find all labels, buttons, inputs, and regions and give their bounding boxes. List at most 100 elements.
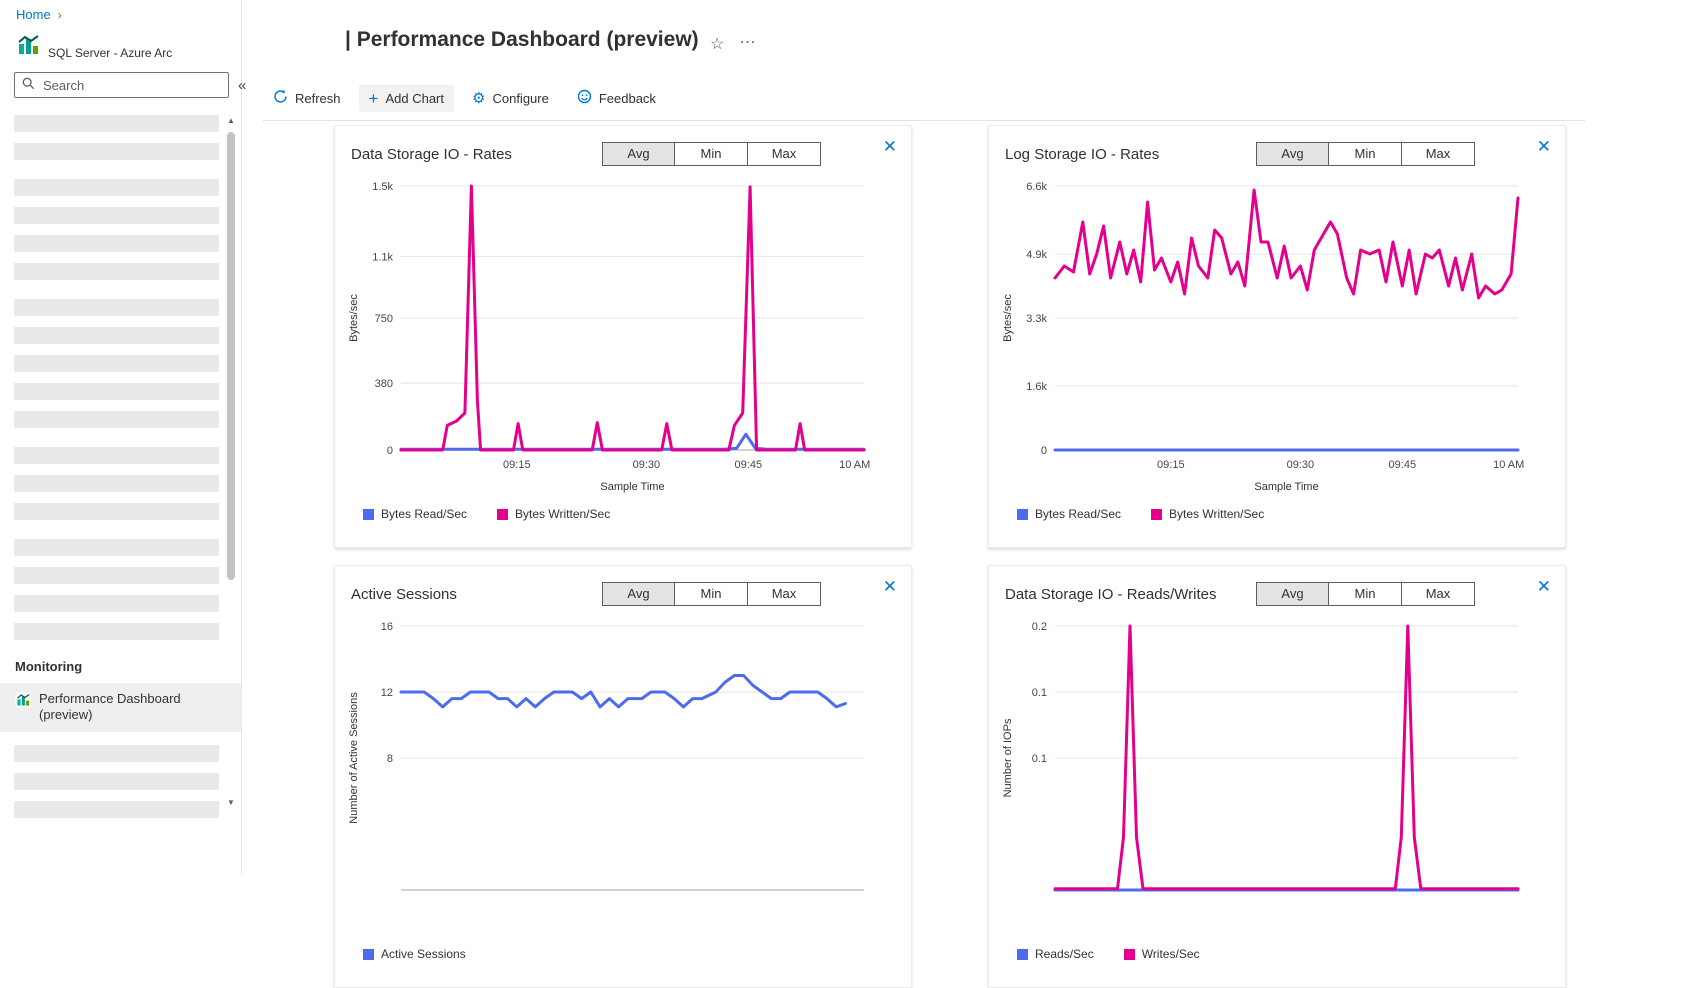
skeleton-bar bbox=[14, 475, 219, 492]
chart-title: Log Storage IO - Rates bbox=[1005, 146, 1160, 163]
favorite-star-icon[interactable]: ☆ bbox=[710, 36, 725, 53]
skeleton-bar bbox=[14, 411, 219, 428]
search-input[interactable] bbox=[41, 76, 221, 94]
add-chart-button[interactable]: + Add Chart bbox=[358, 84, 455, 112]
sidebar-skeleton-bottom bbox=[14, 744, 241, 818]
legend-item: Active Sessions bbox=[363, 947, 466, 961]
legend-item: Bytes Written/Sec bbox=[1151, 507, 1264, 521]
min-button[interactable]: Min bbox=[675, 142, 748, 166]
sidebar-scrollbar[interactable]: ▲ ▼ bbox=[225, 116, 237, 808]
search-box[interactable] bbox=[14, 72, 229, 98]
avg-button[interactable]: Avg bbox=[602, 142, 675, 166]
chart-title: Active Sessions bbox=[351, 586, 457, 603]
close-chart-icon[interactable]: ✕ bbox=[1536, 577, 1551, 596]
breadcrumb-home-link[interactable]: Home bbox=[16, 7, 51, 22]
breadcrumb-chevron-icon: › bbox=[57, 8, 62, 22]
svg-text:1.5k: 1.5k bbox=[372, 181, 393, 193]
aggregation-toggle: Avg Min Max bbox=[1256, 142, 1475, 166]
scrollbar-thumb[interactable] bbox=[227, 132, 235, 580]
legend-swatch bbox=[363, 508, 374, 520]
more-options-icon[interactable]: … bbox=[739, 28, 757, 47]
svg-text:09:15: 09:15 bbox=[1157, 459, 1185, 471]
skeleton-bar bbox=[14, 235, 219, 252]
svg-text:0.2: 0.2 bbox=[1032, 621, 1047, 633]
svg-text:09:30: 09:30 bbox=[1287, 459, 1315, 471]
gear-icon: ⚙ bbox=[472, 89, 486, 107]
main-content: | Performance Dashboard (preview) ☆ … Re… bbox=[243, 0, 1708, 988]
app-header: SQL Server - Azure Arc bbox=[15, 32, 241, 61]
min-button[interactable]: Min bbox=[1329, 142, 1402, 166]
sidebar: Home › SQL Server - Azure Arc « bbox=[0, 0, 246, 874]
close-chart-icon[interactable]: ✕ bbox=[882, 137, 897, 156]
legend-swatch bbox=[1017, 508, 1028, 520]
sidebar-item-performance-dashboard[interactable]: Performance Dashboard (preview) bbox=[0, 683, 241, 732]
plus-icon: + bbox=[368, 88, 379, 108]
chart-card-data-storage-io-reads-writes: Data Storage IO - Reads/Writes Avg Min M… bbox=[988, 565, 1566, 988]
chart-card-log-storage-io-rates: Log Storage IO - Rates Avg Min Max ✕ 0 1.… bbox=[988, 125, 1566, 548]
legend-item: Reads/Sec bbox=[1017, 947, 1094, 961]
chart-canvas: 0 380 750 1.1k 1.5k 09:15 09:30 09:45 10 AM Sampl… bbox=[343, 176, 878, 506]
close-chart-icon[interactable]: ✕ bbox=[1536, 137, 1551, 156]
min-button[interactable]: Min bbox=[1329, 582, 1402, 606]
scroll-up-icon[interactable]: ▲ bbox=[227, 116, 235, 125]
svg-text:380: 380 bbox=[375, 378, 393, 390]
skeleton-bar bbox=[14, 567, 219, 584]
skeleton-bar bbox=[14, 207, 219, 224]
svg-text:0.1: 0.1 bbox=[1032, 687, 1047, 699]
svg-text:4.9k: 4.9k bbox=[1026, 249, 1047, 261]
max-button[interactable]: Max bbox=[1402, 582, 1475, 606]
svg-text:Sample Time: Sample Time bbox=[600, 481, 664, 493]
toolbar-divider bbox=[263, 120, 1585, 121]
chart-card-data-storage-io-rates: Data Storage IO - Rates Avg Min Max ✕ 0 3… bbox=[334, 125, 912, 548]
refresh-button[interactable]: Refresh bbox=[263, 84, 351, 112]
svg-text:Bytes/sec: Bytes/sec bbox=[1002, 294, 1014, 342]
legend-swatch bbox=[1151, 508, 1163, 520]
aggregation-toggle: Avg Min Max bbox=[602, 582, 821, 606]
feedback-button[interactable]: Feedback bbox=[567, 84, 666, 112]
configure-button[interactable]: ⚙ Configure bbox=[472, 89, 549, 107]
legend-item: Bytes Read/Sec bbox=[363, 507, 467, 521]
svg-text:09:45: 09:45 bbox=[1389, 459, 1417, 471]
skeleton-bar bbox=[14, 800, 219, 818]
svg-text:750: 750 bbox=[375, 313, 393, 325]
chart-legend: Active Sessions bbox=[363, 947, 466, 961]
max-button[interactable]: Max bbox=[748, 142, 821, 166]
close-chart-icon[interactable]: ✕ bbox=[882, 577, 897, 596]
min-button[interactable]: Min bbox=[675, 582, 748, 606]
max-button[interactable]: Max bbox=[1402, 142, 1475, 166]
collapse-sidebar-button[interactable]: « bbox=[238, 76, 247, 94]
monitoring-section-header: Monitoring bbox=[15, 659, 83, 674]
svg-text:6.6k: 6.6k bbox=[1026, 181, 1047, 193]
skeleton-bar bbox=[14, 447, 219, 464]
aggregation-toggle: Avg Min Max bbox=[602, 142, 821, 166]
avg-button[interactable]: Avg bbox=[1256, 582, 1329, 606]
scroll-down-icon[interactable]: ▼ bbox=[227, 798, 235, 807]
avg-button[interactable]: Avg bbox=[602, 582, 675, 606]
skeleton-bar bbox=[14, 772, 219, 790]
chart-legend: Reads/Sec Writes/Sec bbox=[1017, 947, 1200, 961]
svg-text:Sample Time: Sample Time bbox=[1254, 481, 1318, 493]
svg-text:8: 8 bbox=[387, 753, 393, 765]
svg-text:10 AM: 10 AM bbox=[1493, 459, 1524, 471]
max-button[interactable]: Max bbox=[748, 582, 821, 606]
legend-item: Bytes Read/Sec bbox=[1017, 507, 1121, 521]
command-bar: Refresh + Add Chart ⚙ Configure Feedback bbox=[263, 83, 666, 113]
svg-text:Number of Active Sessions: Number of Active Sessions bbox=[348, 692, 360, 824]
avg-button[interactable]: Avg bbox=[1256, 142, 1329, 166]
chart-canvas: 8 12 16 Number of Active Sessions bbox=[343, 616, 878, 946]
skeleton-bar bbox=[14, 623, 219, 640]
svg-text:Bytes/sec: Bytes/sec bbox=[348, 294, 360, 342]
skeleton-bar bbox=[14, 115, 219, 132]
svg-text:Number of IOPs: Number of IOPs bbox=[1002, 718, 1014, 797]
search-row: « bbox=[14, 72, 246, 98]
breadcrumb: Home › bbox=[0, 0, 241, 22]
skeleton-bar bbox=[14, 143, 219, 160]
chart-title: Data Storage IO - Rates bbox=[351, 146, 512, 163]
svg-text:10 AM: 10 AM bbox=[839, 459, 870, 471]
skeleton-bar bbox=[14, 539, 219, 556]
legend-swatch bbox=[1017, 948, 1028, 960]
skeleton-bar bbox=[14, 263, 219, 280]
skeleton-bar bbox=[14, 299, 219, 316]
skeleton-bar bbox=[14, 179, 219, 196]
chart-legend: Bytes Read/Sec Bytes Written/Sec bbox=[363, 507, 610, 521]
